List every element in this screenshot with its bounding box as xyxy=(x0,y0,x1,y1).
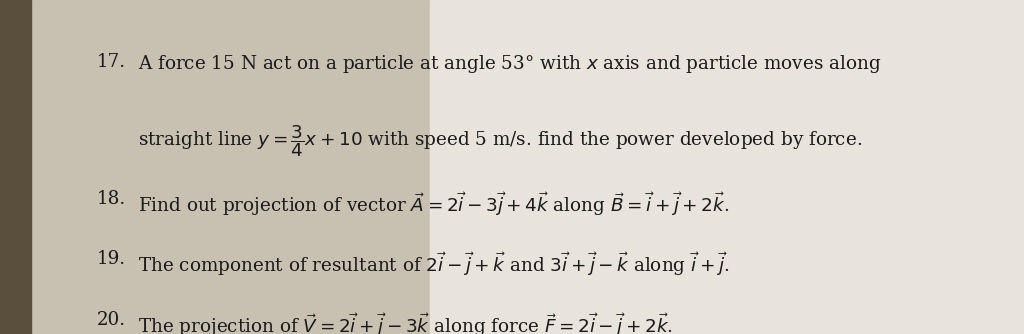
Text: straight line $y = \dfrac{3}{4}x + 10$ with speed 5 m/s. find the power develope: straight line $y = \dfrac{3}{4}x + 10$ w… xyxy=(138,124,862,159)
Text: 18.: 18. xyxy=(97,190,127,208)
Bar xyxy=(430,0,1024,334)
Text: 19.: 19. xyxy=(97,250,126,269)
Text: 17.: 17. xyxy=(97,53,126,71)
Text: 20.: 20. xyxy=(97,311,126,329)
Bar xyxy=(0,0,31,334)
Text: A force 15 N act on a particle at angle 53° with $x$ axis and particle moves alo: A force 15 N act on a particle at angle … xyxy=(138,53,882,75)
Text: The component of resultant of $2\vec{i} - \vec{j} + \vec{k}$ and $3\vec{i} + \ve: The component of resultant of $2\vec{i} … xyxy=(138,250,730,278)
Text: Find out projection of vector $\vec{A} = 2\vec{i} - 3\vec{j} + 4\vec{k}$ along $: Find out projection of vector $\vec{A} =… xyxy=(138,190,729,218)
Text: The projection of $\vec{V} = 2\vec{i} + \vec{j} - 3\vec{k}$ along force $\vec{F}: The projection of $\vec{V} = 2\vec{i} + … xyxy=(138,311,673,334)
